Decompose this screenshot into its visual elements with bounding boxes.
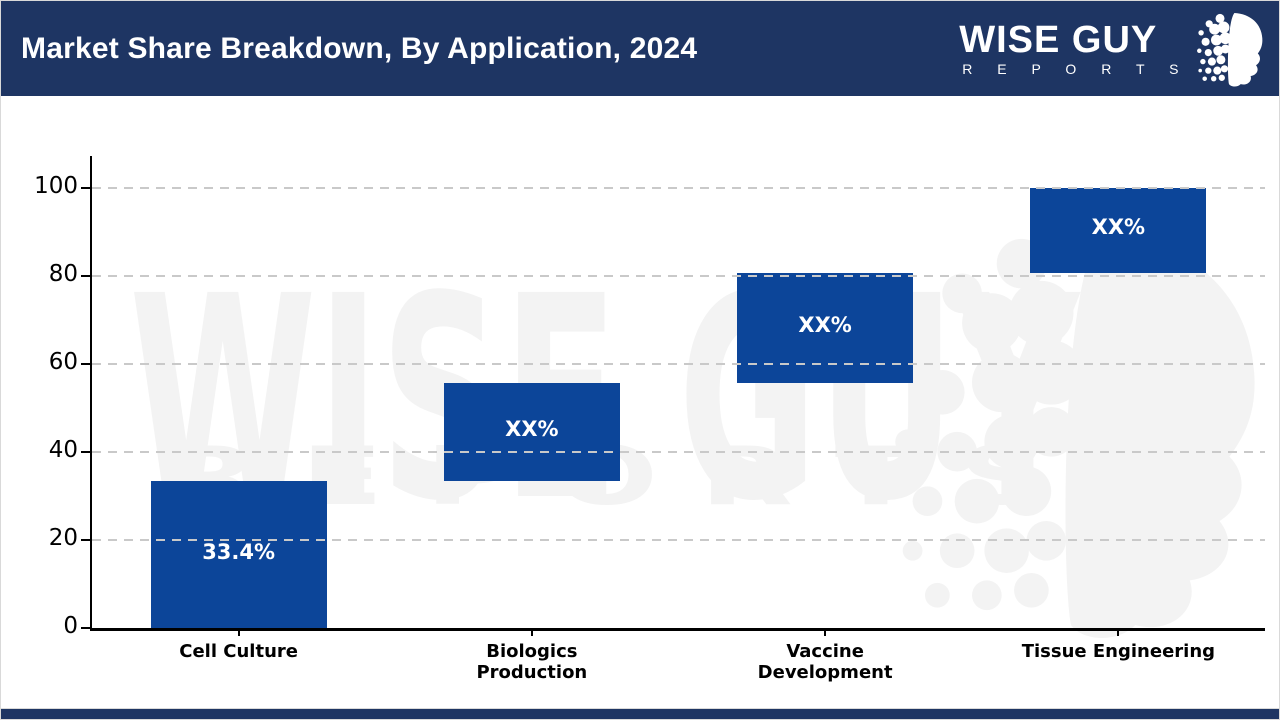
waterfall-bar	[150, 481, 327, 628]
y-tick-label: 0	[63, 613, 78, 639]
gridline	[92, 363, 1265, 365]
y-tick-mark	[81, 451, 90, 453]
x-category-label: Cell Culture	[129, 641, 349, 662]
bar-value-label: 33.4%	[202, 539, 276, 564]
y-tick-label: 80	[48, 261, 78, 287]
x-tick-mark	[1117, 628, 1120, 636]
y-tick-label: 100	[34, 173, 78, 199]
header-bar: Market Share Breakdown, By Application, …	[1, 1, 1279, 96]
x-category-label-line: Production	[476, 662, 588, 683]
wise-guy-reports-logo: WISE GUY R E P O R T S	[959, 10, 1265, 88]
x-category-label-line: Cell Culture	[179, 641, 298, 662]
bar-value-label: XX%	[1091, 215, 1146, 240]
x-category-label: Biologics Production	[422, 641, 642, 683]
x-tick-mark	[237, 628, 240, 636]
dotted-face-icon	[1197, 12, 1263, 86]
chart-area: WISE GUY R E P O R T S 02040608010033.4%…	[1, 96, 1279, 719]
x-category-label-line: Biologics	[486, 641, 578, 662]
gridline	[92, 187, 1265, 189]
y-tick-label: 40	[48, 437, 78, 463]
x-category-label-line: Tissue Engineering	[1021, 641, 1216, 662]
waterfall-bar	[443, 382, 620, 482]
x-tick-mark	[530, 628, 533, 636]
y-tick-mark	[81, 187, 90, 189]
footer-divider	[1, 708, 1279, 709]
y-tick-mark	[81, 539, 90, 541]
footer-bar	[1, 709, 1279, 719]
bar-value-label: XX%	[798, 312, 852, 337]
y-tick-mark	[81, 363, 90, 365]
gridline	[92, 275, 1265, 277]
gridline	[92, 539, 1265, 541]
x-category-label-line: Vaccine	[786, 641, 864, 662]
gridline	[92, 451, 1265, 453]
logo-text: WISE GUY R E P O R T S	[959, 21, 1189, 77]
y-tick-mark	[81, 627, 90, 629]
y-tick-label: 60	[48, 349, 78, 375]
plot-area: 0 20 40 60 80 100 33.4% XX% XX% XX% Cell Culture Bi…	[34, 156, 1265, 683]
bar-value-label: XX%	[505, 416, 559, 441]
y-tick-mark	[81, 275, 90, 277]
x-category-label-line: Development	[757, 662, 893, 683]
x-category-label: Tissue Engineering	[1008, 641, 1228, 662]
page-title: Market Share Breakdown, By Application, …	[21, 31, 698, 65]
logo-subtitle: R E P O R T S	[962, 60, 1189, 77]
x-category-label: Vaccine Development	[715, 641, 935, 683]
x-tick-mark	[824, 628, 827, 636]
logo-wordmark: WISE GUY	[959, 18, 1158, 61]
waterfall-bar	[1030, 188, 1207, 273]
y-tick-label: 20	[48, 525, 78, 551]
